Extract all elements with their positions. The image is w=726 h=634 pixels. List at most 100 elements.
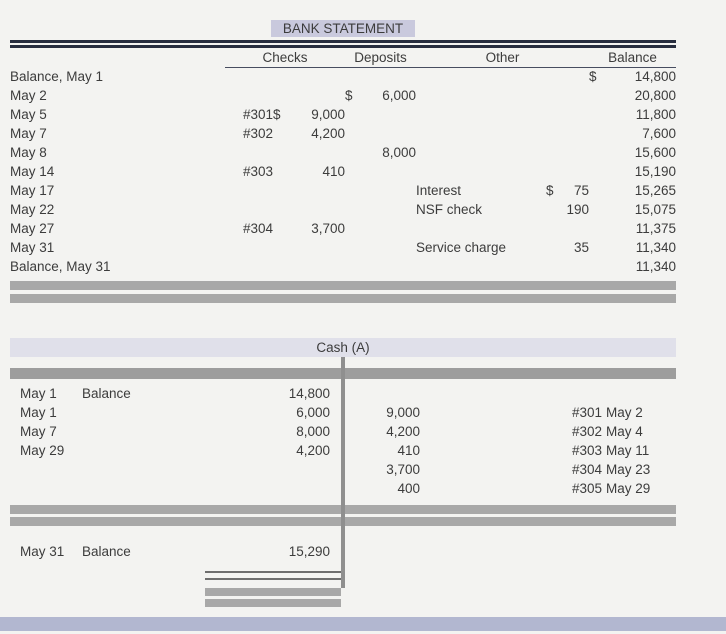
bank-statement-row: May 2 $ 6,000 20,800 [10, 86, 676, 105]
bank-statement-row: May 17 Interest $ 75 15,265 [10, 181, 676, 200]
bank-statement-row: May 22 NSF check 190 15,075 [10, 200, 676, 219]
balance-amount: 15,190 [634, 164, 677, 179]
debit-side: May 7 8,000 [10, 422, 341, 441]
credit-amount: 400 [397, 481, 420, 496]
debit-side [10, 479, 341, 498]
row-desc: Balance, May 31 [10, 259, 111, 274]
t-account-row: May 1 Balance 14,800 [10, 384, 676, 403]
check-currency [273, 86, 297, 105]
other-label [416, 124, 546, 143]
other-currency [546, 162, 563, 181]
other-currency: $ [546, 183, 554, 198]
bank-statement-row: Balance, May 31 11,340 [10, 257, 676, 276]
t-account-divider-line [341, 357, 345, 588]
check-currency [273, 143, 297, 162]
ending-balance-amount: 15,290 [288, 544, 330, 559]
other-label [416, 67, 546, 86]
other-amount: 75 [574, 183, 590, 198]
other-currency [546, 238, 563, 257]
deposit-amount [365, 219, 416, 238]
check-currency [273, 162, 297, 181]
check-currency [273, 181, 297, 200]
balance-currency [589, 86, 614, 105]
check-amount [297, 200, 345, 219]
balance-currency [589, 105, 614, 124]
credit-side: 400 #305 May 29 [345, 479, 676, 498]
other-label [416, 257, 546, 276]
divider-bar [10, 294, 676, 303]
debit-date [10, 479, 82, 498]
bank-statement-row: Balance, May 1 $ 14,800 [10, 67, 676, 86]
check-amount: 9,000 [311, 107, 346, 122]
balance-amount: 15,075 [634, 202, 677, 217]
credit-amount: 9,000 [386, 405, 420, 420]
other-label: Interest [416, 183, 462, 198]
bank-statement-row: May 27 #304 3,700 11,375 [10, 219, 676, 238]
credit-check-number: #302 [571, 424, 602, 439]
check-number [225, 143, 273, 162]
balance-currency [589, 124, 614, 143]
credit-side: 9,000 #301 May 2 [345, 403, 676, 422]
other-amount [563, 86, 589, 105]
row-desc: Balance, May 1 [10, 69, 104, 84]
cash-account-title-row: Cash (A) [10, 338, 676, 357]
debit-label [82, 422, 192, 441]
check-currency: $ [273, 107, 281, 122]
other-label: NSF check [416, 202, 483, 217]
other-currency [546, 86, 563, 105]
t-account-row: 400 #305 May 29 [10, 479, 676, 498]
bank-statement-row: May 31 Service charge 35 11,340 [10, 238, 676, 257]
cash-t-account-section: Cash (A) May 1 Balance 14,800 May 1 [10, 338, 676, 607]
other-label: Service charge [416, 240, 507, 255]
check-number [225, 67, 273, 86]
row-desc: May 7 [10, 126, 47, 141]
credit-date [606, 384, 676, 403]
check-currency [273, 67, 297, 86]
check-currency [273, 219, 297, 238]
debit-date: May 7 [20, 424, 57, 439]
bank-header-deposits: Deposits [345, 48, 417, 68]
ending-balance-double-rule [205, 571, 341, 580]
check-number: #303 [242, 164, 273, 179]
ending-balance-date: May 31 [20, 544, 65, 559]
deposit-amount: 6,000 [382, 88, 417, 103]
credit-side: 4,200 #302 May 4 [345, 422, 676, 441]
ending-balance-row: May 31 Balance 15,290 [10, 542, 676, 561]
credit-amount [345, 384, 420, 403]
bank-header-balance: Balance [589, 48, 677, 68]
balance-currency [589, 200, 614, 219]
debit-amount: 8,000 [296, 424, 330, 439]
other-label [416, 86, 546, 105]
check-number [225, 86, 273, 105]
row-desc: May 5 [10, 107, 47, 122]
other-amount [563, 124, 589, 143]
check-number [225, 257, 273, 276]
balance-currency [589, 238, 614, 257]
debit-side: May 1 Balance 14,800 [10, 384, 341, 403]
ending-balance-label: Balance [82, 544, 131, 559]
row-desc: May 2 [10, 88, 47, 103]
bank-header-other: Other [416, 48, 590, 68]
top-double-rule [10, 40, 676, 48]
debit-side [10, 460, 341, 479]
check-amount: 3,700 [311, 221, 346, 236]
credit-check-number [420, 384, 602, 403]
credit-amount: 3,700 [386, 462, 420, 477]
credit-date: May 4 [606, 424, 643, 439]
debit-date: May 29 [20, 443, 65, 458]
debit-label [82, 460, 192, 479]
debit-side: May 29 4,200 [10, 441, 341, 460]
debit-side: May 31 Balance 15,290 [10, 542, 341, 561]
deposit-amount [365, 105, 416, 124]
check-amount: 4,200 [311, 126, 346, 141]
balance-amount: 7,600 [642, 126, 677, 141]
deposit-currency [345, 162, 365, 181]
other-amount [563, 257, 589, 276]
deposit-amount [365, 238, 416, 257]
balance-currency [589, 219, 614, 238]
other-label [416, 162, 546, 181]
other-label [416, 105, 546, 124]
row-desc: May 17 [10, 183, 55, 198]
balance-amount: 11,375 [635, 221, 677, 236]
